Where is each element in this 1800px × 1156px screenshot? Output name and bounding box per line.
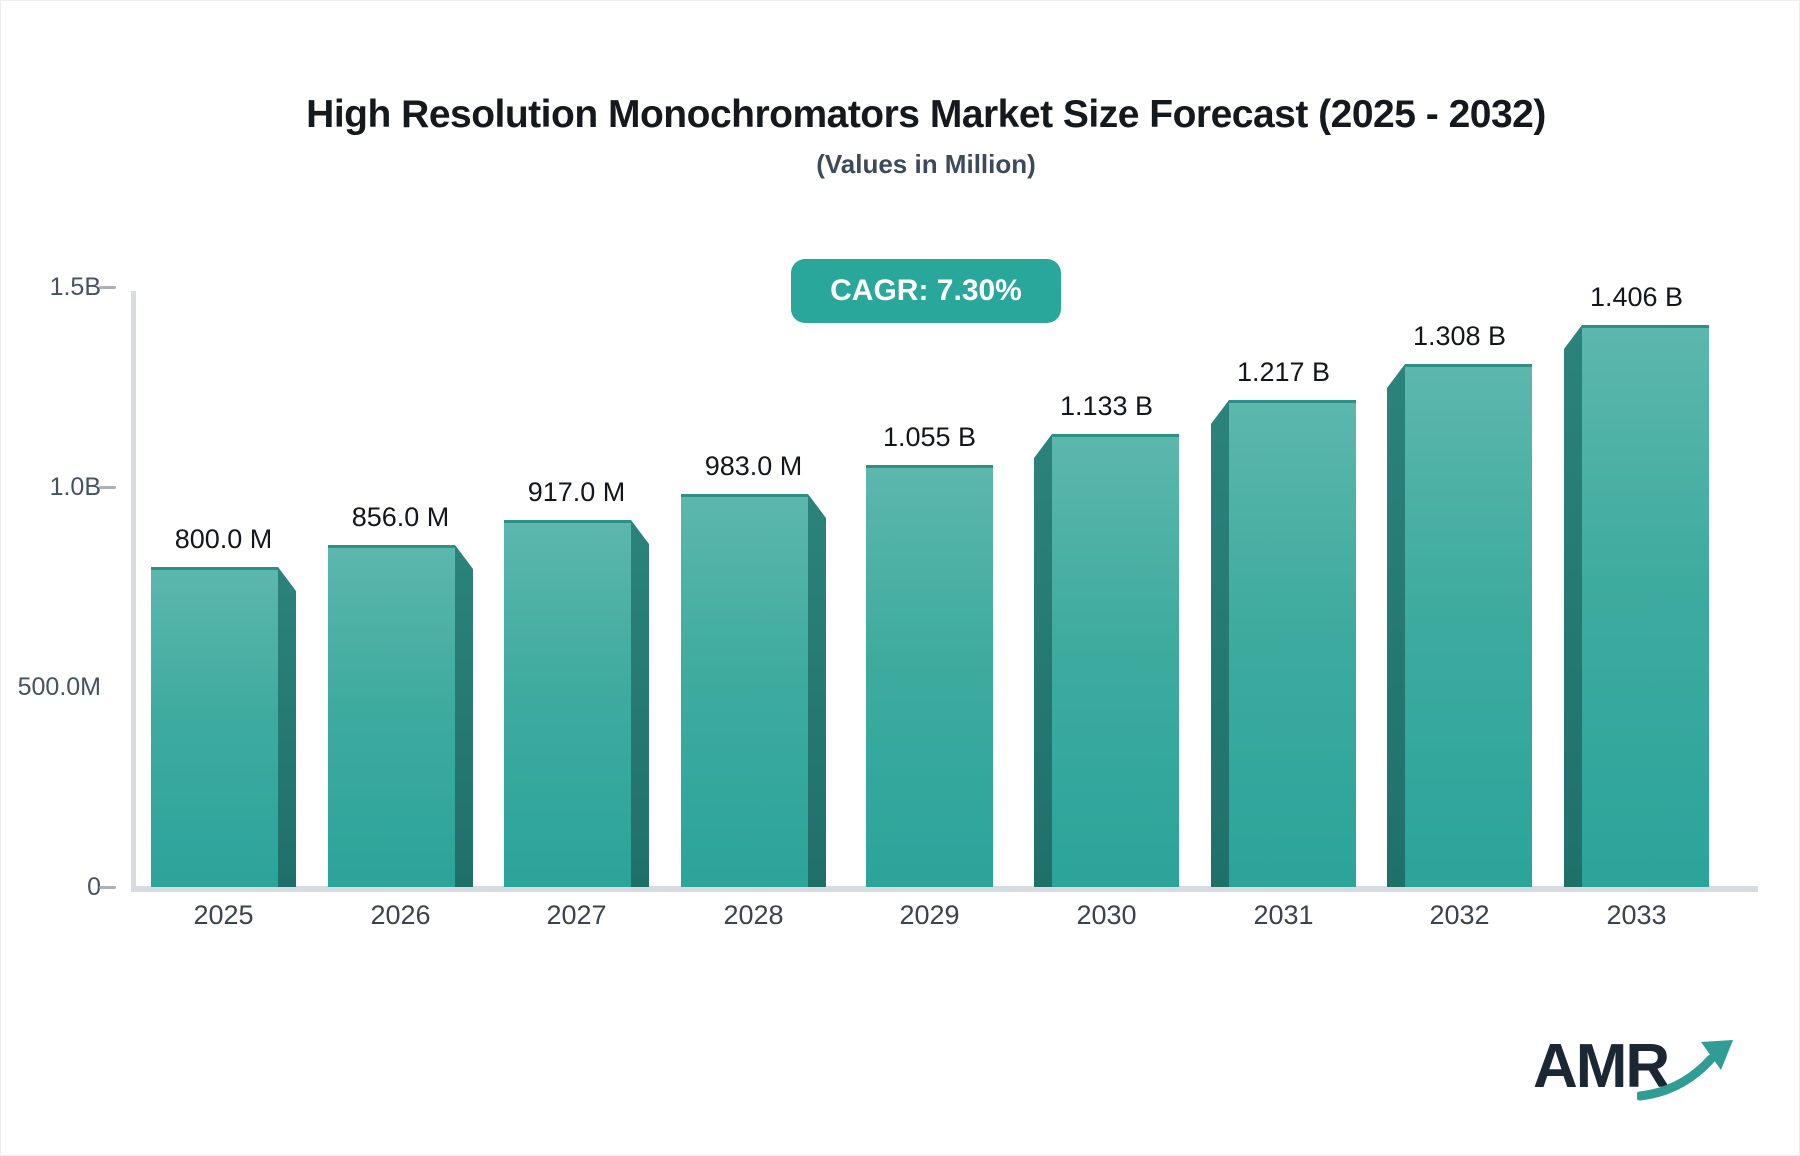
bar-2027[interactable]: [504, 520, 649, 887]
amr-logo-text: AMR: [1533, 1032, 1670, 1101]
y-axis-tick-label: 500.0M: [17, 673, 101, 701]
bar-face: [681, 494, 808, 887]
y-axis-tick-dash: [99, 886, 116, 889]
cagr-badge: CAGR: 7.30%: [791, 259, 1061, 323]
bar-side: [1564, 325, 1582, 887]
y-axis-tick-label: 1.5B: [49, 273, 101, 301]
y-axis-tick-dash: [99, 486, 116, 489]
bar-value-label: 983.0 M: [704, 451, 803, 481]
x-axis-baseline: [131, 886, 1758, 892]
x-axis-label: 2029: [899, 900, 960, 930]
x-axis-label: 2030: [1076, 900, 1137, 930]
chart-title: High Resolution Monochromators Market Si…: [306, 93, 1546, 136]
bar-value-label: 1.406 B: [1589, 282, 1684, 312]
bar-value-label: 1.055 B: [882, 422, 977, 452]
x-axis-label: 2031: [1253, 900, 1314, 930]
x-axis-label: 2033: [1606, 900, 1667, 930]
bar-side: [631, 520, 649, 887]
bar-2025[interactable]: [151, 567, 296, 887]
bar-face: [1052, 434, 1179, 887]
amr-logo: AMR: [1533, 1031, 1733, 1111]
x-axis-label: 2025: [193, 900, 254, 930]
bar-face: [1229, 400, 1356, 887]
bar-face: [866, 465, 993, 887]
bar-side: [1387, 364, 1405, 887]
bar-face: [1405, 364, 1532, 887]
bar-side: [278, 567, 296, 887]
bar-face: [504, 520, 631, 887]
bar-value-label: 1.308 B: [1412, 321, 1507, 351]
x-axis-label: 2026: [370, 900, 431, 930]
bar-value-label: 856.0 M: [351, 502, 450, 532]
bar-2028[interactable]: [681, 494, 826, 887]
y-axis-tick-dash: [99, 286, 116, 289]
bar-value-label: 917.0 M: [527, 477, 626, 507]
bar-value-label: 800.0 M: [174, 524, 273, 554]
x-axis-label: 2028: [723, 900, 784, 930]
x-axis-label: 2032: [1429, 900, 1490, 930]
bar-2026[interactable]: [328, 545, 473, 887]
bar-face: [1582, 325, 1709, 887]
y-axis-line: [131, 291, 136, 888]
bar-face: [328, 545, 455, 887]
bar-2029[interactable]: [857, 465, 1002, 887]
bar-side: [1211, 400, 1229, 887]
bar-side: [455, 545, 473, 887]
bar-side: [1034, 434, 1052, 887]
bar-side: [808, 494, 826, 887]
cagr-badge-label: CAGR: 7.30%: [830, 274, 1022, 307]
bar-value-label: 1.217 B: [1236, 357, 1331, 387]
bar-2030[interactable]: [1034, 434, 1179, 887]
y-axis-tick-label: 1.0B: [49, 473, 101, 501]
bar-2032[interactable]: [1387, 364, 1532, 887]
bar-value-label: 1.133 B: [1059, 391, 1154, 421]
bar-2033[interactable]: [1564, 325, 1709, 887]
x-axis-label: 2027: [546, 900, 607, 930]
chart-subtitle: (Values in Million): [816, 149, 1036, 179]
growth-arrow-icon: [1635, 1039, 1735, 1106]
bar-face: [151, 567, 278, 887]
y-axis-tick-label: 0: [87, 873, 101, 901]
bar-2031[interactable]: [1211, 400, 1356, 887]
